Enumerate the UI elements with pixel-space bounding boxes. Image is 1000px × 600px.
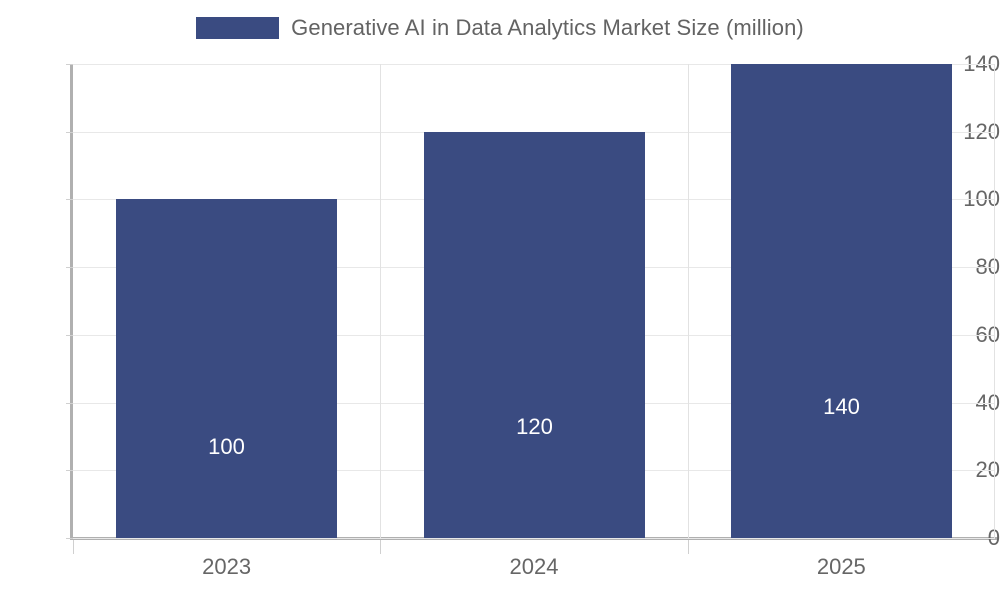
bar-value-label: 140 [823, 394, 860, 419]
x-axis-tick-mark [688, 540, 689, 554]
gridline-horizontal [73, 538, 995, 539]
y-axis-tick-mark [66, 64, 74, 65]
x-axis-tick-label: 2024 [509, 554, 559, 579]
y-axis-tick-mark [66, 335, 74, 336]
x-axis-tick-label: 2023 [202, 554, 252, 579]
x-axis-tick-mark [380, 540, 381, 554]
y-axis-tick-mark [66, 403, 74, 404]
y-axis-line [70, 64, 73, 539]
y-axis-tick-label: 60 [975, 321, 1000, 347]
plot-area: 100 120 140 [73, 64, 995, 539]
bar[interactable]: 140 [731, 64, 952, 538]
y-axis-tick-mark [66, 267, 74, 268]
y-axis-tick-mark [66, 132, 74, 133]
bar[interactable]: 100 [116, 199, 337, 538]
y-axis-tick-label: 140 [963, 51, 1000, 76]
y-axis-tick-label: 20 [975, 457, 1000, 483]
x-axis-tick-mark [73, 540, 74, 554]
bar[interactable]: 120 [424, 131, 645, 538]
legend-label: Generative AI in Data Analytics Market S… [291, 15, 804, 40]
legend-color-swatch [196, 17, 280, 39]
y-axis-tick-label: 100 [963, 186, 1000, 212]
chart-legend: Generative AI in Data Analytics Market S… [0, 0, 1000, 56]
plot-frame [73, 64, 995, 538]
gridline-vertical [380, 64, 381, 538]
y-axis-tick-label: 120 [963, 118, 1000, 144]
gridline-horizontal [73, 64, 995, 65]
y-axis-tick-label: 0 [987, 525, 1000, 550]
legend-item-market-size[interactable]: Generative AI in Data Analytics Market S… [196, 15, 804, 41]
y-axis-tick-mark [66, 199, 74, 200]
gridline-vertical [688, 64, 689, 538]
bar-value-label: 100 [208, 434, 245, 460]
bar-value-label: 120 [516, 413, 553, 439]
y-axis-tick-mark [66, 470, 74, 471]
y-axis-tick-label: 80 [975, 254, 1000, 280]
x-axis-tick-label: 2025 [816, 554, 866, 579]
y-axis-tick-mark [66, 538, 74, 539]
y-axis-tick-label: 40 [975, 389, 1000, 415]
